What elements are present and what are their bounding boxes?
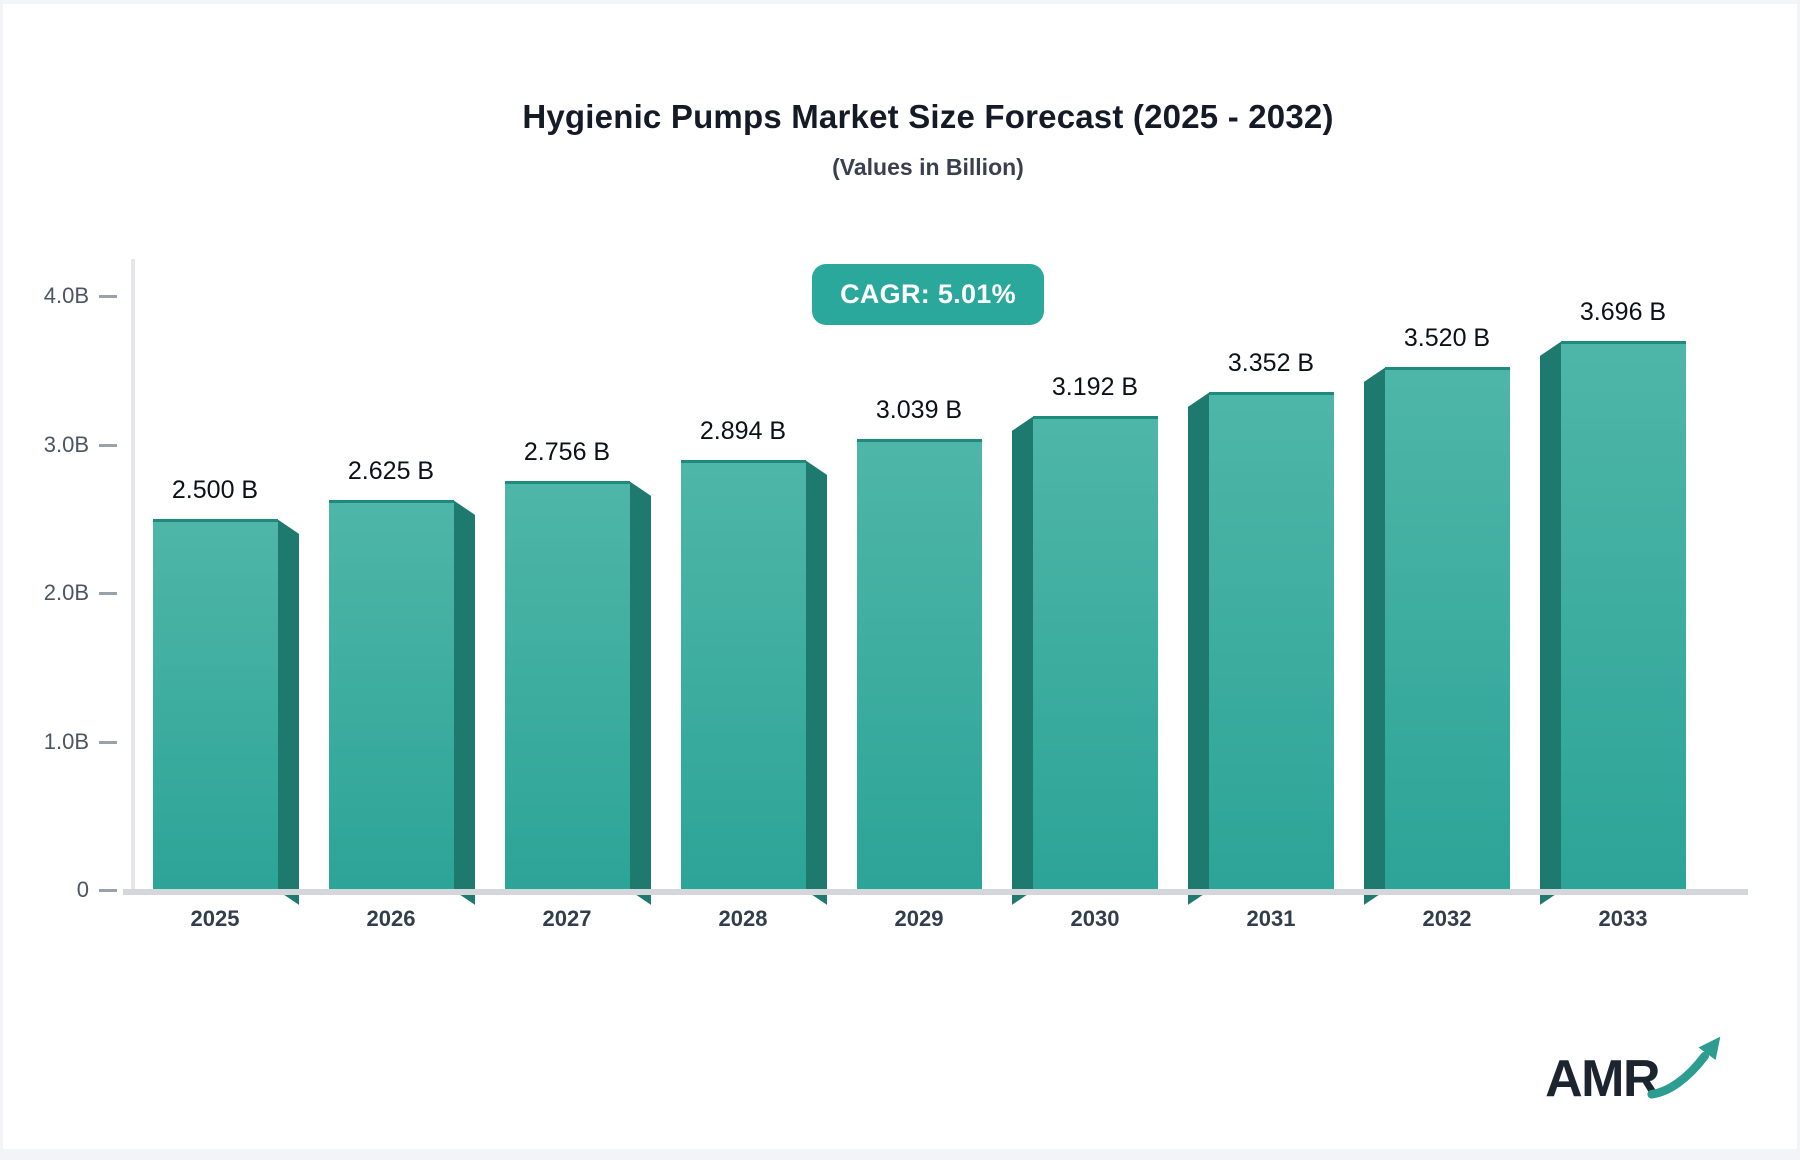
cagr-badge: CAGR: 5.01%	[812, 264, 1044, 325]
amr-logo: AMR	[1545, 1031, 1725, 1105]
bar-side	[1011, 415, 1034, 905]
bar-value-label: 3.192 B	[1051, 372, 1139, 401]
bar-face	[1208, 392, 1334, 890]
x-axis-label: 2033	[1598, 906, 1648, 931]
amr-logo-text: AMR	[1545, 1050, 1660, 1108]
bar-face	[1560, 341, 1686, 890]
y-axis-tick	[99, 740, 117, 744]
bar-face	[1032, 415, 1158, 890]
x-axis-label: 2028	[718, 906, 768, 931]
bar-value-label: 3.352 B	[1227, 349, 1315, 378]
badge-row: CAGR: 5.01%	[53, 264, 1800, 325]
bar-value-label: 3.696 B	[1579, 298, 1667, 327]
y-axis-tick	[99, 295, 117, 298]
growth-arrow-icon	[1647, 1036, 1721, 1099]
bar-side	[1539, 341, 1562, 905]
x-axis-label: 2026	[366, 906, 416, 931]
bar-chart: 0 1.0B 2.0B 3.0B 4.0B 2.500 B 2025 2.625 B 2026 2…	[3, 4, 1800, 1160]
x-axis-label: 2030	[1070, 906, 1120, 931]
title-row: Hygienic Pumps Market Size Forecast (202…	[53, 98, 1800, 136]
x-axis-label: 2025	[190, 906, 240, 931]
subtitle-row: (Values in Billion)	[53, 154, 1800, 181]
y-axis-tick	[99, 889, 117, 892]
y-axis-tick	[99, 443, 117, 447]
bar-side	[628, 480, 651, 905]
chart-card: Hygienic Pumps Market Size Forecast (202…	[3, 4, 1797, 1149]
bar-value-label: 2.625 B	[347, 457, 435, 486]
y-axis-label: 3.0B	[43, 431, 89, 457]
page-subtitle: (Values in Billion)	[832, 154, 1024, 180]
bar-side	[452, 500, 475, 905]
x-axis-line	[123, 889, 1748, 895]
bar-face	[680, 460, 806, 890]
bar-value-label: 2.500 B	[171, 475, 259, 504]
bar-value-label: 3.520 B	[1403, 324, 1491, 353]
bar-value-label: 3.039 B	[875, 395, 963, 424]
y-axis-label: 0	[76, 877, 89, 902]
x-axis-label: 2029	[894, 906, 944, 931]
bar-value-label: 2.756 B	[523, 437, 611, 466]
y-axis-tick	[99, 592, 117, 595]
bar-face	[504, 480, 630, 890]
bar-face	[328, 500, 454, 890]
bar-side	[276, 518, 299, 905]
y-axis-label: 2.0B	[43, 580, 89, 605]
y-axis-label: 4.0B	[43, 283, 89, 308]
bar-side	[1363, 367, 1386, 905]
y-axis-line	[131, 259, 135, 890]
x-axis-label: 2032	[1422, 906, 1472, 931]
bar-value-label: 2.894 B	[699, 417, 787, 446]
page-title: Hygienic Pumps Market Size Forecast (202…	[522, 98, 1334, 135]
x-axis-label: 2027	[542, 906, 592, 931]
y-axis-label: 1.0B	[43, 728, 89, 754]
bar-face	[856, 438, 982, 890]
bar-face	[152, 518, 278, 890]
bar-side	[804, 460, 827, 905]
bar-side	[1187, 392, 1210, 905]
bar-face	[1384, 367, 1510, 890]
x-axis-label: 2031	[1246, 906, 1296, 931]
